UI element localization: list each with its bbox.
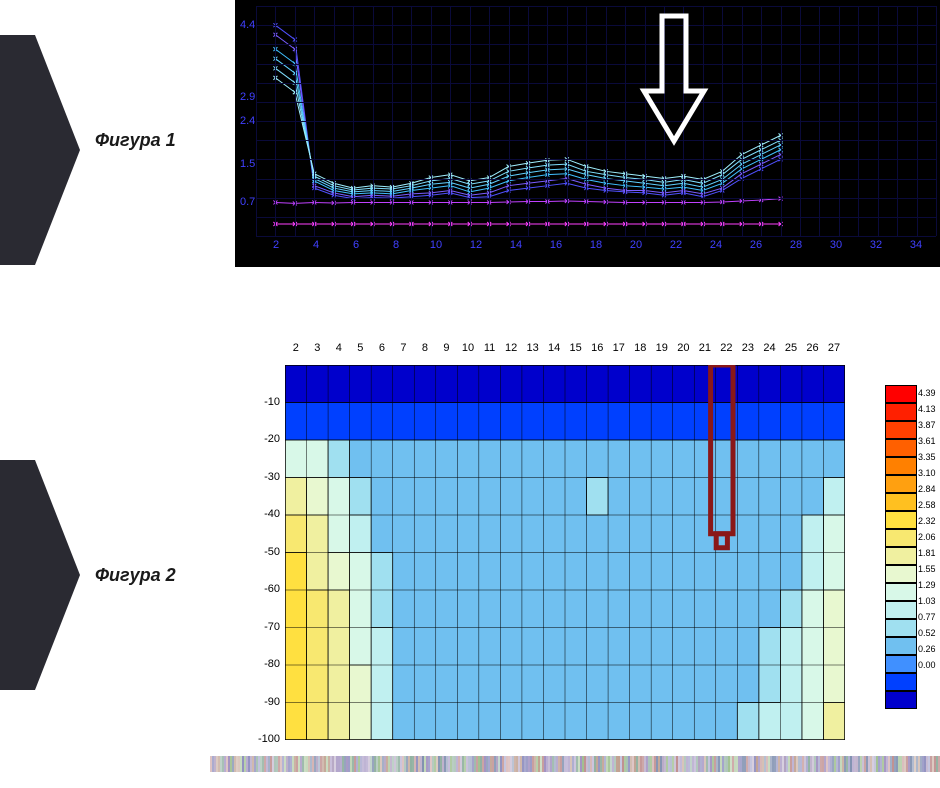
decor-arrow-2-svg (0, 460, 80, 690)
chart2-plot (285, 365, 845, 740)
page-root: Фигура 1 Фигура 2 2468101214161820222426… (0, 0, 940, 788)
chart1-plot (256, 6, 936, 236)
decor-arrow-2 (0, 460, 80, 690)
chart1-xaxis: 246810121416182022242628303234 (256, 239, 936, 261)
fig2-label: Фигура 2 (95, 565, 176, 586)
chart2-svg (285, 365, 845, 740)
decor-arrow-1-svg (0, 35, 80, 265)
chart2-container: 2345678910111213141516171819202122232425… (235, 340, 940, 750)
noise-strip (210, 756, 940, 772)
chart2-legend: 4.394.133.873.613.353.102.842.582.322.06… (885, 385, 940, 709)
indicator-arrow-icon (634, 11, 714, 161)
chart1-container: 246810121416182022242628303234 0.71.52.4… (235, 0, 940, 267)
chart2-xaxis: 2345678910111213141516171819202122232425… (285, 342, 845, 362)
decor-arrow-1 (0, 35, 80, 265)
fig1-label: Фигура 1 (95, 130, 176, 151)
